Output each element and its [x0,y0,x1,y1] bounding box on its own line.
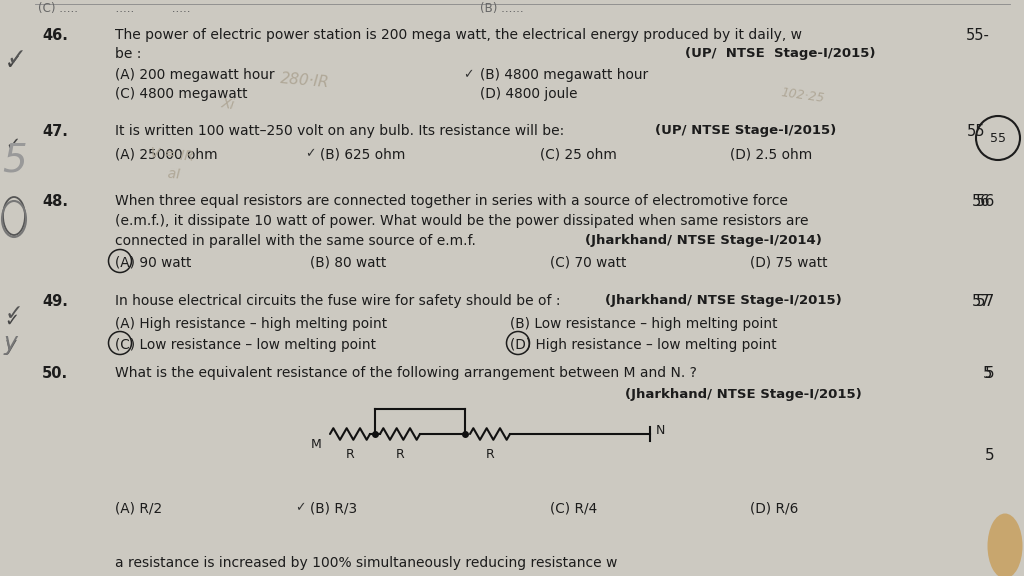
Text: In house electrical circuits the fuse wire for safety should be of :: In house electrical circuits the fuse wi… [115,294,560,308]
Text: ✓: ✓ [6,46,26,70]
Text: 57: 57 [976,294,995,309]
Text: (C) 4800 megawatt: (C) 4800 megawatt [115,87,248,101]
Text: (B) ......: (B) ...... [480,2,523,15]
Text: 5: 5 [985,448,995,463]
Text: It is written 100 watt–250 volt on any bulb. Its resistance will be:: It is written 100 watt–250 volt on any b… [115,124,564,138]
Text: ✓: ✓ [295,501,305,514]
Text: ✓: ✓ [463,68,473,81]
Text: 55-: 55- [966,28,990,43]
Text: The power of electric power station is 200 mega watt, the electrical energy prod: The power of electric power station is 2… [115,28,802,42]
Text: 280·IR: 280·IR [280,71,331,90]
Text: 55: 55 [967,124,985,139]
Ellipse shape [987,513,1023,576]
Text: N: N [656,423,666,437]
Text: (B) Low resistance – high melting point: (B) Low resistance – high melting point [510,317,777,331]
Text: (A) 200 megawatt hour: (A) 200 megawatt hour [115,68,274,82]
Text: 57: 57 [972,294,990,309]
Text: (A) 25000 ohm: (A) 25000 ohm [115,147,218,161]
Text: (C) 25 ohm: (C) 25 ohm [540,147,616,161]
Text: (Jharkhand/ NTSE Stage-I/2015): (Jharkhand/ NTSE Stage-I/2015) [625,388,862,401]
Text: ✓: ✓ [4,312,19,330]
Text: aI: aI [150,166,181,181]
Text: 55: 55 [990,131,1006,145]
Text: ✓: ✓ [305,147,315,160]
Text: (B) R/3: (B) R/3 [310,501,357,515]
Text: (C) .....          .....          .....: (C) ..... ..... ..... [38,2,190,15]
Text: connected in parallel with the same source of e.m.f.: connected in parallel with the same sour… [115,234,476,248]
Text: ✓: ✓ [5,136,20,154]
Text: (B) 625 ohm: (B) 625 ohm [319,147,406,161]
Text: M: M [311,438,322,451]
Text: 49.: 49. [42,294,68,309]
Text: (A) R/2: (A) R/2 [115,501,162,515]
Text: 47.: 47. [42,124,68,139]
Text: (B) 80 watt: (B) 80 watt [310,256,386,270]
Text: a resistance is increased by 100% simultaneously reducing resistance w: a resistance is increased by 100% simult… [115,556,617,570]
Text: (C) Low resistance – low melting point: (C) Low resistance – low melting point [115,338,376,352]
Text: 56: 56 [972,194,990,209]
Text: ✓: ✓ [5,53,23,73]
Text: V = IR: V = IR [150,146,195,164]
Text: y: y [4,336,15,355]
Text: (e.m.f.), it dissipate 10 watt of power. What would be the power dissipated when: (e.m.f.), it dissipate 10 watt of power.… [115,214,809,228]
Text: (D) 75 watt: (D) 75 watt [750,256,827,270]
Text: be :: be : [115,47,141,61]
Text: (A) 90 watt: (A) 90 watt [115,256,191,270]
Text: What is the equivalent resistance of the following arrangement between M and N. : What is the equivalent resistance of the… [115,366,697,380]
Text: ✓: ✓ [5,304,24,324]
Text: 102·25: 102·25 [780,86,825,105]
Text: (UP/  NTSE  Stage-I/2015): (UP/ NTSE Stage-I/2015) [685,47,876,60]
Text: (C) R/4: (C) R/4 [550,501,597,515]
Text: (C) 70 watt: (C) 70 watt [550,256,627,270]
Text: When three equal resistors are connected together in series with a source of ele: When three equal resistors are connected… [115,194,787,208]
Text: 5: 5 [983,366,992,381]
Text: (UP/ NTSE Stage-I/2015): (UP/ NTSE Stage-I/2015) [655,124,837,137]
Text: R: R [395,448,404,461]
Text: (B) 4800 megawatt hour: (B) 4800 megawatt hour [480,68,648,82]
Text: R: R [346,448,354,461]
Text: y: y [4,331,18,355]
Text: (D) High resistance – low melting point: (D) High resistance – low melting point [510,338,776,352]
Text: Xi: Xi [220,96,236,112]
Text: 50.: 50. [42,366,69,381]
Text: 48.: 48. [42,194,68,209]
Text: (D) 2.5 ohm: (D) 2.5 ohm [730,147,812,161]
Text: 46.: 46. [42,28,68,43]
Text: (D) R/6: (D) R/6 [750,501,799,515]
Text: 56: 56 [976,194,995,209]
Text: 5: 5 [2,141,27,179]
Text: (Jharkhand/ NTSE Stage-I/2015): (Jharkhand/ NTSE Stage-I/2015) [605,294,842,307]
Text: (D) 4800 joule: (D) 4800 joule [480,87,578,101]
Text: (Jharkhand/ NTSE Stage-I/2014): (Jharkhand/ NTSE Stage-I/2014) [585,234,822,247]
Text: R: R [485,448,495,461]
Text: (A) High resistance – high melting point: (A) High resistance – high melting point [115,317,387,331]
Text: 5: 5 [985,366,995,381]
